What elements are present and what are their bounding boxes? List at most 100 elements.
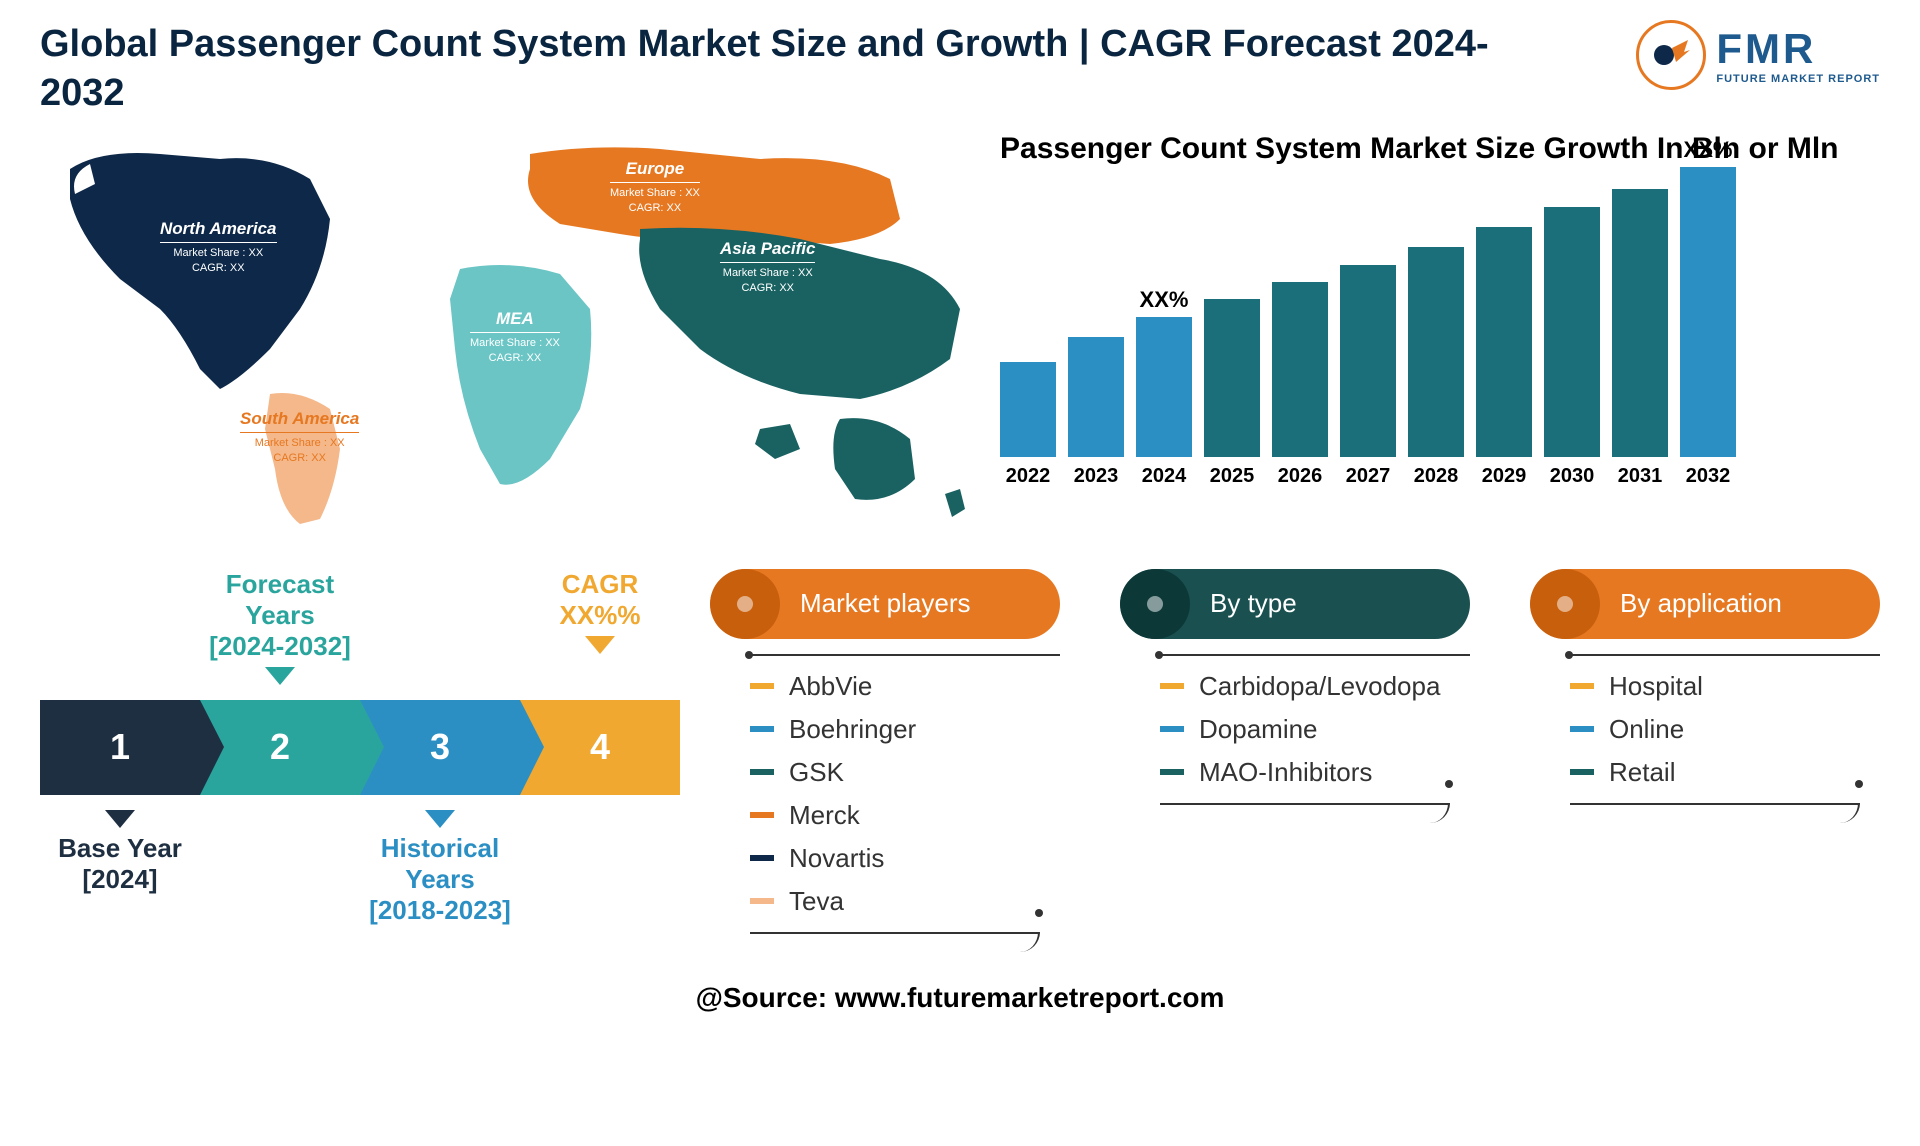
bar-col: 2028: [1408, 247, 1464, 488]
bar-year-label: 2027: [1346, 465, 1391, 488]
bar-annotation: XX%: [1140, 287, 1189, 313]
list-item-text: GSK: [789, 757, 844, 788]
pill-column: By type Carbidopa/Levodopa Dopamine MAO-In…: [1120, 569, 1470, 952]
logo-fmr: FMR: [1716, 25, 1880, 73]
bar-year-label: 2032: [1686, 465, 1731, 488]
list-item: AbbVie: [750, 671, 1060, 702]
list-item-text: Novartis: [789, 843, 884, 874]
timeline-block: 2: [200, 700, 360, 795]
logo-text: FMR FUTURE MARKET REPORT: [1716, 25, 1880, 85]
pill-section: Market players AbbVie Boehringer GSK Merck N…: [710, 569, 1880, 952]
bar-year-label: 2026: [1278, 465, 1323, 488]
header: Global Passenger Count System Market Siz…: [40, 20, 1880, 119]
list-item: Teva: [750, 886, 1060, 917]
bar: [1000, 362, 1056, 457]
source-attribution: @Source: www.futuremarketreport.com: [40, 982, 1880, 1014]
bar: [1408, 247, 1464, 457]
bar-col: XX% 2032: [1680, 167, 1736, 488]
main-row: North AmericaMarket Share : XXCAGR: XX So…: [40, 129, 1880, 529]
pill-title: By application: [1600, 588, 1782, 619]
list-item: Retail: [1570, 757, 1880, 788]
list-item: Boehringer: [750, 714, 1060, 745]
pill-divider: [750, 654, 1060, 656]
bar: [1204, 299, 1260, 457]
bar-year-label: 2030: [1550, 465, 1595, 488]
bar-col: 2029: [1476, 227, 1532, 488]
list-item-text: Merck: [789, 800, 860, 831]
pill-footer: [1160, 803, 1450, 823]
region-label-mea: MEAMarket Share : XXCAGR: XX: [470, 309, 560, 367]
bar-year-label: 2029: [1482, 465, 1527, 488]
list-item-text: Teva: [789, 886, 844, 917]
list-marker: [750, 812, 774, 818]
pill-header: By type: [1120, 569, 1470, 639]
list-item: MAO-Inhibitors: [1160, 757, 1470, 788]
timeline-label: Forecast Years[2024-2032]: [200, 569, 360, 662]
bar-col: XX% 2024: [1136, 317, 1192, 488]
list-item: Hospital: [1570, 671, 1880, 702]
timeline: Forecast Years[2024-2032]CAGR XX%% 1234 …: [40, 569, 680, 952]
list-item-text: Hospital: [1609, 671, 1703, 702]
pill-list: Carbidopa/Levodopa Dopamine MAO-Inhibitors: [1120, 671, 1470, 788]
list-item: Online: [1570, 714, 1880, 745]
bar-col: 2026: [1272, 282, 1328, 488]
list-marker: [1570, 769, 1594, 775]
bar-col: 2022: [1000, 362, 1056, 488]
pill-divider: [1160, 654, 1470, 656]
logo: FMR FUTURE MARKET REPORT: [1636, 20, 1880, 90]
page-title: Global Passenger Count System Market Siz…: [40, 20, 1540, 119]
list-marker: [1570, 726, 1594, 732]
list-marker: [750, 726, 774, 732]
list-item-text: Dopamine: [1199, 714, 1318, 745]
logo-icon: [1636, 20, 1706, 90]
list-item-text: AbbVie: [789, 671, 872, 702]
bar: [1136, 317, 1192, 457]
bars-container: 2022 2023 XX% 2024 2025 2026 2027 2028 20…: [1000, 188, 1880, 488]
pill-title: Market players: [780, 588, 971, 619]
pill-header: By application: [1530, 569, 1880, 639]
list-item: Novartis: [750, 843, 1060, 874]
chart-title: Passenger Count System Market Size Growt…: [1000, 129, 1880, 168]
bar-col: 2027: [1340, 265, 1396, 488]
timeline-label: Base Year[2024]: [40, 833, 200, 895]
list-item-text: Retail: [1609, 757, 1675, 788]
list-item-text: Carbidopa/Levodopa: [1199, 671, 1440, 702]
list-item: Merck: [750, 800, 1060, 831]
bar-col: 2025: [1204, 299, 1260, 488]
region-label-north-america: North AmericaMarket Share : XXCAGR: XX: [160, 219, 277, 277]
list-item: Dopamine: [1160, 714, 1470, 745]
region-label-europe: EuropeMarket Share : XXCAGR: XX: [610, 159, 700, 217]
list-marker: [1160, 769, 1184, 775]
list-marker: [1160, 683, 1184, 689]
bar-year-label: 2022: [1006, 465, 1051, 488]
list-item: GSK: [750, 757, 1060, 788]
list-marker: [750, 683, 774, 689]
pill-circle-icon: [710, 569, 780, 639]
bar: [1340, 265, 1396, 457]
bar-chart: Passenger Count System Market Size Growt…: [1000, 129, 1880, 529]
bar: [1272, 282, 1328, 457]
timeline-block: 1: [40, 700, 200, 795]
bar-year-label: 2028: [1414, 465, 1459, 488]
bar: [1544, 207, 1600, 457]
pill-column: Market players AbbVie Boehringer GSK Merck N…: [710, 569, 1060, 952]
bar-col: 2023: [1068, 337, 1124, 488]
list-item-text: Boehringer: [789, 714, 916, 745]
bar-year-label: 2024: [1142, 465, 1187, 488]
list-marker: [1160, 726, 1184, 732]
region-label-south-america: South AmericaMarket Share : XXCAGR: XX: [240, 409, 359, 467]
bar-col: 2030: [1544, 207, 1600, 488]
list-marker: [750, 898, 774, 904]
pill-circle-icon: [1530, 569, 1600, 639]
bar-col: 2031: [1612, 189, 1668, 488]
bar-year-label: 2031: [1618, 465, 1663, 488]
bar: [1612, 189, 1668, 457]
timeline-label: Historical Years[2018-2023]: [360, 833, 520, 926]
list-marker: [750, 855, 774, 861]
bar-year-label: 2023: [1074, 465, 1119, 488]
bottom-row: Forecast Years[2024-2032]CAGR XX%% 1234 …: [40, 569, 1880, 952]
timeline-block: 3: [360, 700, 520, 795]
timeline-blocks: 1234: [40, 700, 680, 795]
bar: [1068, 337, 1124, 457]
logo-subtitle: FUTURE MARKET REPORT: [1716, 73, 1880, 85]
